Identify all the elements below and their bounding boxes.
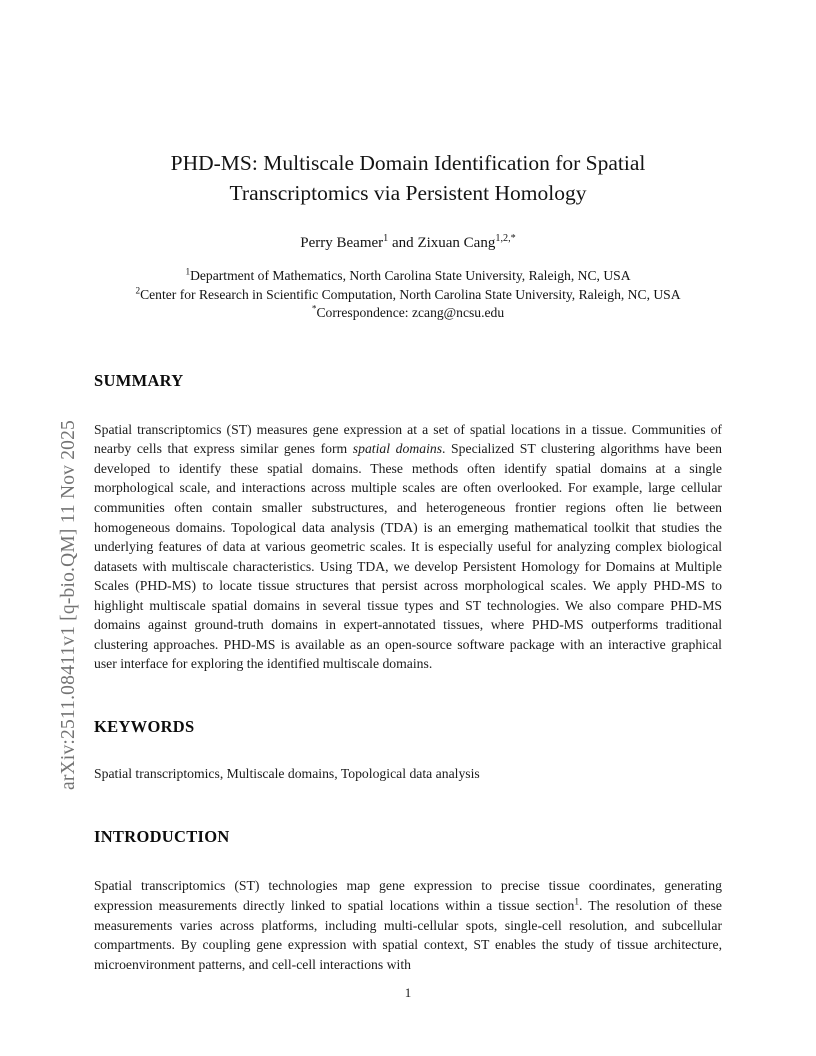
section-body-introduction: Spatial transcriptomics (ST) technologie… [94,876,722,974]
introduction-text-part-2: . The resolution of these measurements v… [94,897,722,972]
paper-title-line-1: PHD-MS: Multiscale Domain Identification… [170,151,646,175]
affiliation-marker-1: 1 [185,266,191,277]
summary-emphasis-spatial-domains: spatial domains [352,441,443,457]
section-heading-keywords: KEYWORDS [94,716,195,736]
author-conjunction: and [388,235,418,251]
affiliation-line-1: 1Department of Mathematics, North Caroli… [94,267,722,286]
section-body-summary: Spatial transcriptomics (ST) measures ge… [94,420,722,674]
author-name-2: Zixuan Cang [417,235,496,251]
page-footer: 1 [94,985,722,1001]
paper-page: PHD-MS: Multiscale Domain Identification… [94,0,722,1056]
section-heading-summary: SUMMARY [94,370,184,390]
affiliation-text-2: Center for Research in Scientific Comput… [140,286,681,302]
affiliation-line-2: 2Center for Research in Scientific Compu… [94,285,722,305]
correspondence-line: *Correspondence: zcang@ncsu.edu [94,304,722,323]
arxiv-stamp: arXiv:2511.08411v1 [q-bio.QM] 11 Nov 202… [0,0,80,1056]
affiliation-text-1: Department of Mathematics, North Carolin… [190,268,631,283]
citation-marker-1[interactable]: 1 [574,897,579,908]
paper-title-line-2: Transcriptomics via Persistent Homology [229,181,587,205]
arxiv-stamp-text: arXiv:2511.08411v1 [q-bio.QM] 11 Nov 202… [58,420,79,790]
author-affiliation-marker-2: 1,2,* [495,233,516,244]
author-name-1: Perry Beamer [300,235,384,251]
summary-text-part-1: Spatial transcriptomics (ST) measures ge… [94,421,722,457]
section-body-keywords: Spatial transcriptomics, Multiscale doma… [94,765,480,781]
author-affiliation-marker-1: 1 [383,233,389,244]
title-block: PHD-MS: Multiscale Domain Identification… [94,0,722,323]
section-summary: SUMMARY Spatial transcriptomics (ST) mea… [94,371,722,674]
author-line: Perry Beamer1 and Zixuan Cang1,2,* [94,233,722,253]
section-introduction: INTRODUCTION Spatial transcriptomics (ST… [94,827,722,974]
page-number: 1 [404,985,412,1000]
section-keywords: KEYWORDS Spatial transcriptomics, Multis… [94,717,722,784]
summary-text-part-2: . Specialized ST clustering algorithms h… [94,441,722,672]
section-heading-introduction: INTRODUCTION [94,827,230,847]
affiliations-block: 1Department of Mathematics, North Caroli… [94,267,722,323]
correspondence-text: Correspondence: zcang@ncsu.edu [316,305,505,321]
affiliation-marker-2: 2 [135,285,141,296]
page-title: PHD-MS: Multiscale Domain Identification… [94,148,722,208]
introduction-text-part-1: Spatial transcriptomics (ST) technologie… [94,878,722,913]
correspondence-marker: * [311,303,317,314]
